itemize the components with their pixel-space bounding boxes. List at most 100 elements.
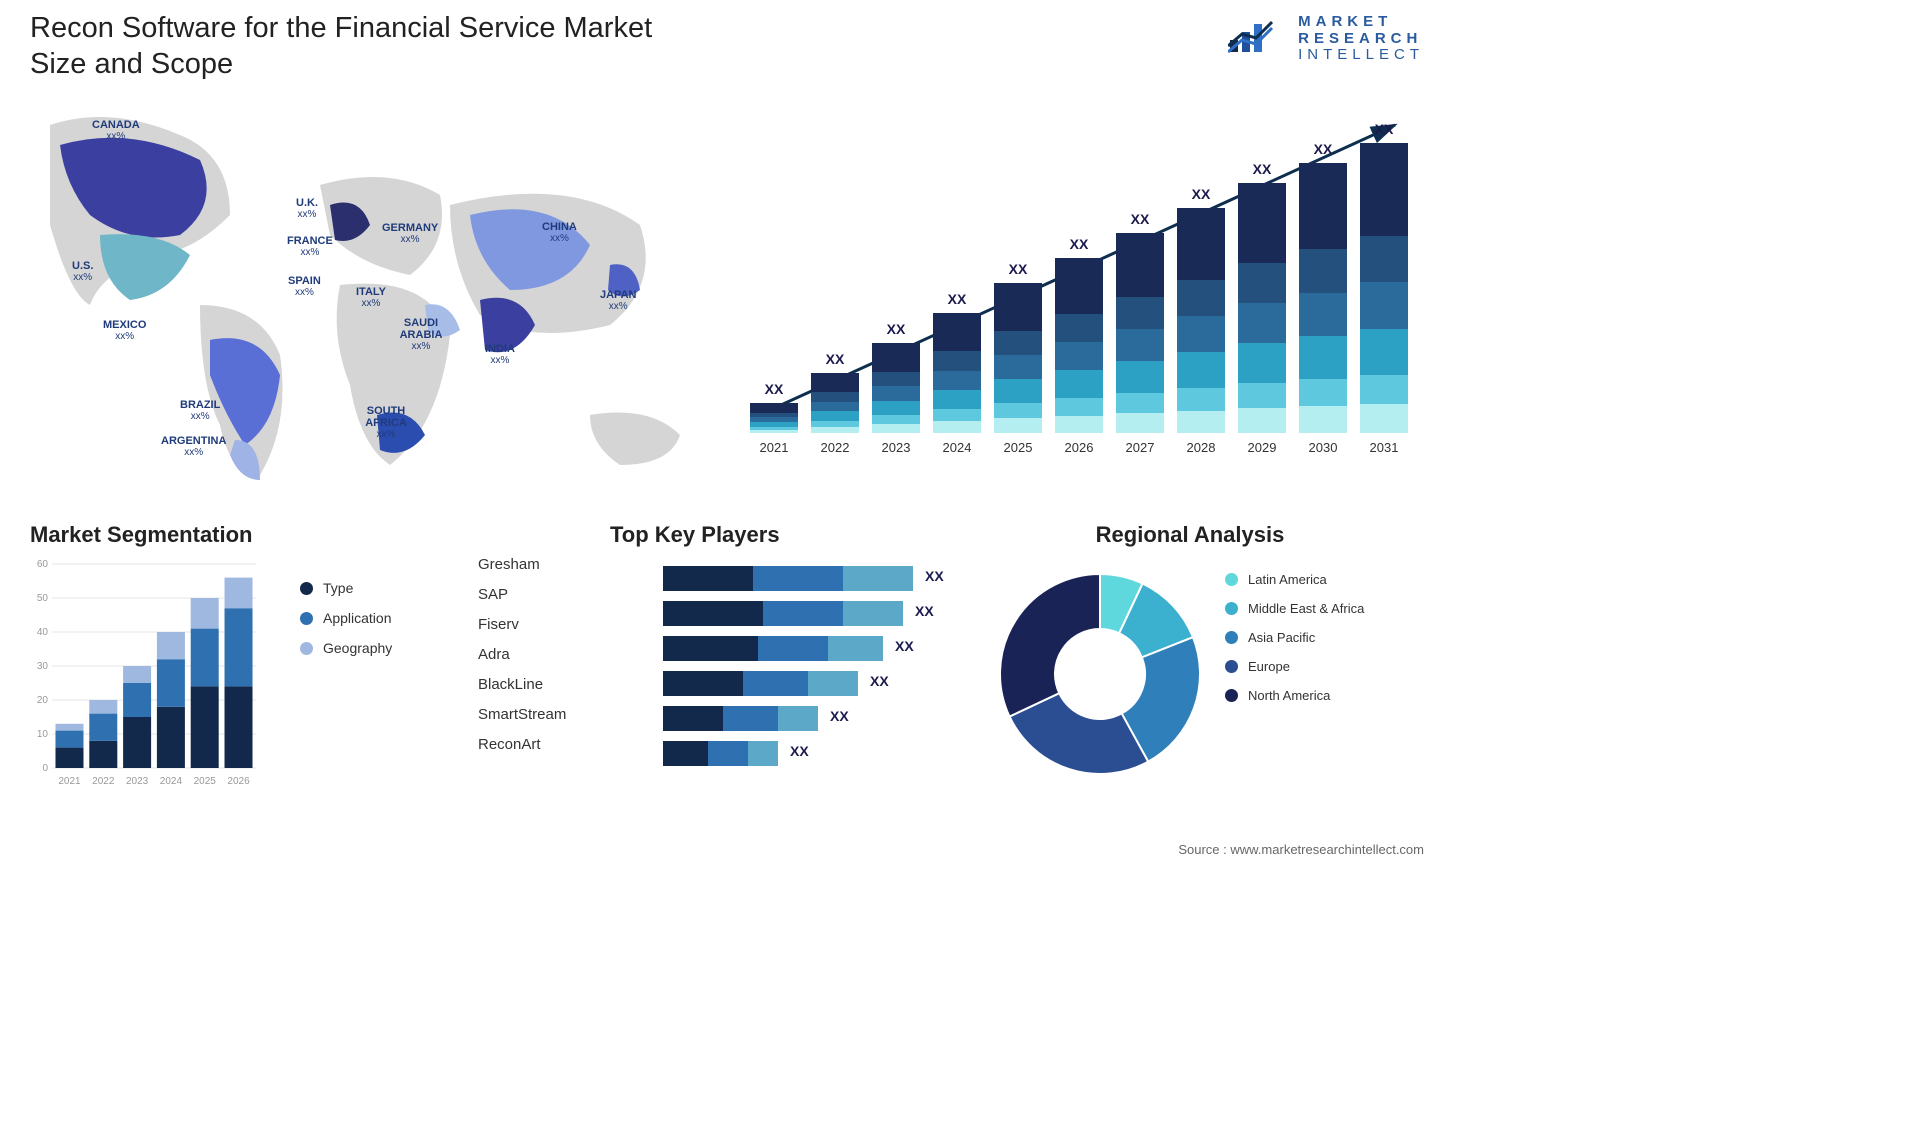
players-list-panel: GreshamSAPFiservAdraBlackLineSmartStream… xyxy=(478,522,598,766)
map-label: FRANCExx% xyxy=(287,235,333,258)
value-label: XX xyxy=(948,291,967,307)
logo-text: MARKET RESEARCH INTELLECT xyxy=(1298,14,1424,64)
growth-bar: 2021XX xyxy=(750,403,798,433)
legend-item: Asia Pacific xyxy=(1225,630,1364,645)
year-label: 2029 xyxy=(1248,440,1277,455)
map-label: BRAZILxx% xyxy=(180,399,220,422)
value-label: XX xyxy=(1070,236,1089,252)
segmentation-legend: Type Application Geography xyxy=(300,580,392,670)
map-label: GERMANYxx% xyxy=(382,222,438,245)
value-label: XX xyxy=(925,568,944,584)
growth-bar: 2027XX xyxy=(1116,233,1164,433)
regional-legend: Latin America Middle East & Africa Asia Pa… xyxy=(1225,572,1364,717)
svg-text:2023: 2023 xyxy=(126,776,149,787)
svg-text:2021: 2021 xyxy=(58,776,81,787)
map-label: MEXICOxx% xyxy=(103,319,146,342)
map-label: SPAINxx% xyxy=(288,275,321,298)
legend-item: Middle East & Africa xyxy=(1225,601,1364,616)
growth-bar: 2030XX xyxy=(1299,163,1347,433)
svg-text:60: 60 xyxy=(37,560,49,570)
player-item: Adra xyxy=(478,646,598,663)
regional-panel: Regional Analysis Latin AmericaMiddle Ea… xyxy=(990,522,1430,560)
svg-text:2025: 2025 xyxy=(194,776,217,787)
growth-bar: 2025XX xyxy=(994,283,1042,433)
key-players-panel: Top Key Players XX XX XX XX XX XX xyxy=(610,522,990,776)
year-label: 2024 xyxy=(943,440,972,455)
year-label: 2026 xyxy=(1065,440,1094,455)
growth-bar: 2031XX xyxy=(1360,143,1408,433)
svg-text:50: 50 xyxy=(37,593,49,604)
kp-row: XX xyxy=(610,601,990,626)
growth-bar: 2022XX xyxy=(811,373,859,433)
legend-item: Latin America xyxy=(1225,572,1364,587)
map-label: JAPANxx% xyxy=(600,289,636,312)
year-label: 2028 xyxy=(1187,440,1216,455)
player-item: Gresham xyxy=(478,556,598,573)
map-label: ARGENTINAxx% xyxy=(161,435,226,458)
growth-bar: 2029XX xyxy=(1238,183,1286,433)
value-label: XX xyxy=(1253,161,1272,177)
kp-row: XX xyxy=(610,636,990,661)
growth-bar: 2028XX xyxy=(1177,208,1225,433)
value-label: XX xyxy=(830,708,849,724)
page-title: Recon Software for the Financial Service… xyxy=(30,10,710,83)
growth-chart: 2021XX2022XX2023XX2024XX2025XX2026XX2027… xyxy=(750,105,1420,465)
year-label: 2022 xyxy=(821,440,850,455)
world-map: CANADAxx% U.S.xx% MEXICOxx% BRAZILxx% ARGENT… xyxy=(30,105,720,485)
legend-item: Europe xyxy=(1225,659,1364,674)
year-label: 2030 xyxy=(1309,440,1338,455)
map-label: SOUTH AFRICAxx% xyxy=(361,405,411,440)
regional-donut xyxy=(990,564,1210,784)
value-label: XX xyxy=(1192,186,1211,202)
year-label: 2031 xyxy=(1370,440,1399,455)
kp-row: XX xyxy=(610,741,990,766)
players-list: GreshamSAPFiservAdraBlackLineSmartStream… xyxy=(478,556,598,753)
year-label: 2021 xyxy=(760,440,789,455)
svg-text:30: 30 xyxy=(37,661,49,672)
svg-text:20: 20 xyxy=(37,695,49,706)
player-item: BlackLine xyxy=(478,676,598,693)
legend-item: Application xyxy=(300,610,392,626)
svg-text:40: 40 xyxy=(37,627,49,638)
value-label: XX xyxy=(870,673,889,689)
svg-text:2026: 2026 xyxy=(227,776,250,787)
growth-bar: 2023XX xyxy=(872,343,920,433)
map-label: CANADAxx% xyxy=(92,119,140,142)
value-label: XX xyxy=(790,743,809,759)
svg-text:0: 0 xyxy=(42,763,48,774)
value-label: XX xyxy=(887,321,906,337)
year-label: 2023 xyxy=(882,440,911,455)
legend-item: Type xyxy=(300,580,392,596)
logo: MARKET RESEARCH INTELLECT xyxy=(1228,14,1424,64)
svg-text:2024: 2024 xyxy=(160,776,183,787)
player-item: SAP xyxy=(478,586,598,603)
key-players-title: Top Key Players xyxy=(610,522,990,548)
segmentation-panel: Market Segmentation 01020304050602021202… xyxy=(30,522,420,790)
legend-item: North America xyxy=(1225,688,1364,703)
regional-title: Regional Analysis xyxy=(950,522,1430,548)
kp-row: XX xyxy=(610,671,990,696)
map-label: ITALYxx% xyxy=(356,286,386,309)
growth-bar: 2024XX xyxy=(933,313,981,433)
value-label: XX xyxy=(1375,121,1394,137)
map-label: SAUDI ARABIAxx% xyxy=(396,317,446,352)
map-label: U.S.xx% xyxy=(72,260,93,283)
year-label: 2025 xyxy=(1004,440,1033,455)
year-label: 2027 xyxy=(1126,440,1155,455)
value-label: XX xyxy=(1131,211,1150,227)
logo-icon xyxy=(1228,18,1288,59)
map-label: INDIAxx% xyxy=(485,343,515,366)
growth-bar: 2026XX xyxy=(1055,258,1103,433)
kp-row: XX xyxy=(610,566,990,591)
player-item: ReconArt xyxy=(478,736,598,753)
map-label: U.K.xx% xyxy=(296,197,318,220)
kp-row: XX xyxy=(610,706,990,731)
segmentation-chart: 0102030405060202120222023202420252026 xyxy=(30,560,260,790)
svg-text:2022: 2022 xyxy=(92,776,115,787)
segmentation-title: Market Segmentation xyxy=(30,522,420,548)
value-label: XX xyxy=(765,381,784,397)
key-players-chart: XX XX XX XX XX XX xyxy=(610,566,990,766)
legend-item: Geography xyxy=(300,640,392,656)
map-label: CHINAxx% xyxy=(542,221,577,244)
value-label: XX xyxy=(915,603,934,619)
